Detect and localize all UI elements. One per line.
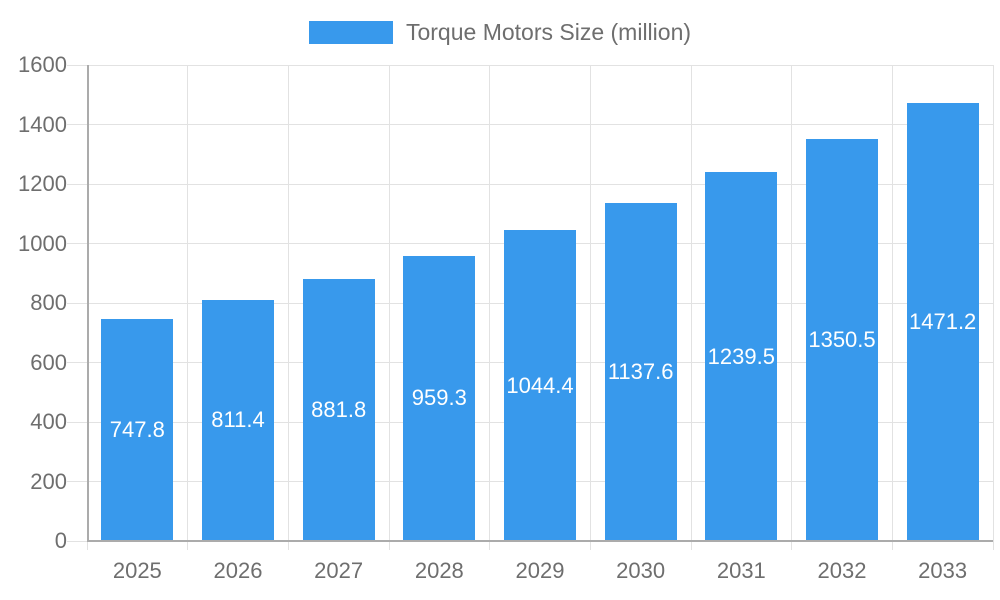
- bar-value-label: 1137.6: [607, 358, 674, 384]
- gridline-vertical: [187, 65, 189, 541]
- x-axis-tick-label: 2026: [213, 558, 263, 583]
- gridline-vertical: [388, 65, 390, 541]
- gridline-horizontal: [67, 124, 993, 125]
- gridline-vertical: [589, 65, 591, 541]
- gridline-vertical: [489, 65, 491, 541]
- legend-swatch-icon: [308, 21, 393, 44]
- y-axis-tick-label: 1400: [18, 111, 67, 137]
- x-axis-tick-label: 2030: [616, 558, 666, 583]
- bar: 881.8: [302, 278, 375, 541]
- x-axis-tick: [86, 541, 88, 550]
- x-axis-tick: [489, 541, 491, 550]
- bar: 1239.5: [705, 172, 778, 541]
- y-axis-tick-label: 200: [30, 468, 67, 494]
- x-axis-tick: [992, 541, 994, 550]
- y-axis-tick-label: 1600: [18, 52, 67, 77]
- gridline-vertical: [992, 65, 994, 541]
- x-axis-tick-label: 2025: [112, 558, 162, 583]
- gridline-vertical: [690, 65, 692, 541]
- gridline-horizontal: [67, 64, 993, 66]
- x-axis-tick: [791, 541, 793, 550]
- gridline-horizontal: [67, 183, 993, 185]
- bar: 1044.4: [504, 230, 576, 541]
- bar: 811.4: [202, 299, 274, 541]
- plot-area: 0 200 400 600 800 1000 1200 1400 1600 747.8 811.4 8…: [18, 52, 994, 583]
- y-axis-line: [87, 65, 89, 542]
- y-axis-tick-label: 800: [30, 290, 67, 315]
- x-axis-tick: [388, 541, 390, 550]
- bar: 747.8: [101, 318, 174, 541]
- gridline-vertical: [791, 65, 793, 541]
- bar: 1471.2: [906, 103, 979, 541]
- gridline-vertical: [287, 65, 289, 541]
- x-axis-tick-label: 2028: [414, 558, 464, 583]
- y-axis-tick-label: 400: [30, 409, 67, 434]
- y-axis-tick-label: 1000: [18, 230, 67, 256]
- y-axis-tick-label: 1200: [18, 171, 67, 196]
- bar-value-label: 881.8: [311, 396, 367, 422]
- bar: 1350.5: [806, 139, 878, 541]
- x-axis-tick: [287, 541, 289, 550]
- x-axis-tick: [187, 541, 189, 550]
- gridline-vertical: [891, 65, 893, 541]
- bar-value-label: 1350.5: [808, 327, 876, 353]
- legend-label: Torque Motors Size (million): [405, 19, 692, 45]
- y-axis-tick-label: 600: [30, 349, 67, 375]
- x-axis-tick: [891, 541, 893, 550]
- bar: 1137.6: [604, 202, 677, 541]
- x-axis-tick-label: 2032: [817, 558, 867, 583]
- x-axis-tick: [589, 541, 591, 550]
- legend: Torque Motors Size (million): [0, 21, 1000, 44]
- bar-value-label: 1471.2: [909, 309, 977, 335]
- bar: 959.3: [403, 255, 476, 541]
- x-axis-tick: [690, 541, 692, 550]
- bar-value-label: 811.4: [211, 407, 265, 433]
- x-axis-line: [87, 540, 993, 542]
- bar-value-label: 1044.4: [506, 372, 574, 398]
- bar-value-label: 959.3: [411, 385, 467, 411]
- legend-item[interactable]: Torque Motors Size (million): [308, 19, 692, 45]
- x-axis-tick-label: 2033: [918, 558, 968, 583]
- x-axis-tick-label: 2027: [314, 558, 364, 583]
- bar-value-label: 747.8: [109, 416, 165, 442]
- x-axis-tick-label: 2029: [515, 558, 565, 583]
- bar-value-label: 1239.5: [707, 343, 775, 369]
- y-axis-tick-label: 0: [54, 528, 67, 553]
- x-axis-tick-label: 2031: [716, 558, 766, 583]
